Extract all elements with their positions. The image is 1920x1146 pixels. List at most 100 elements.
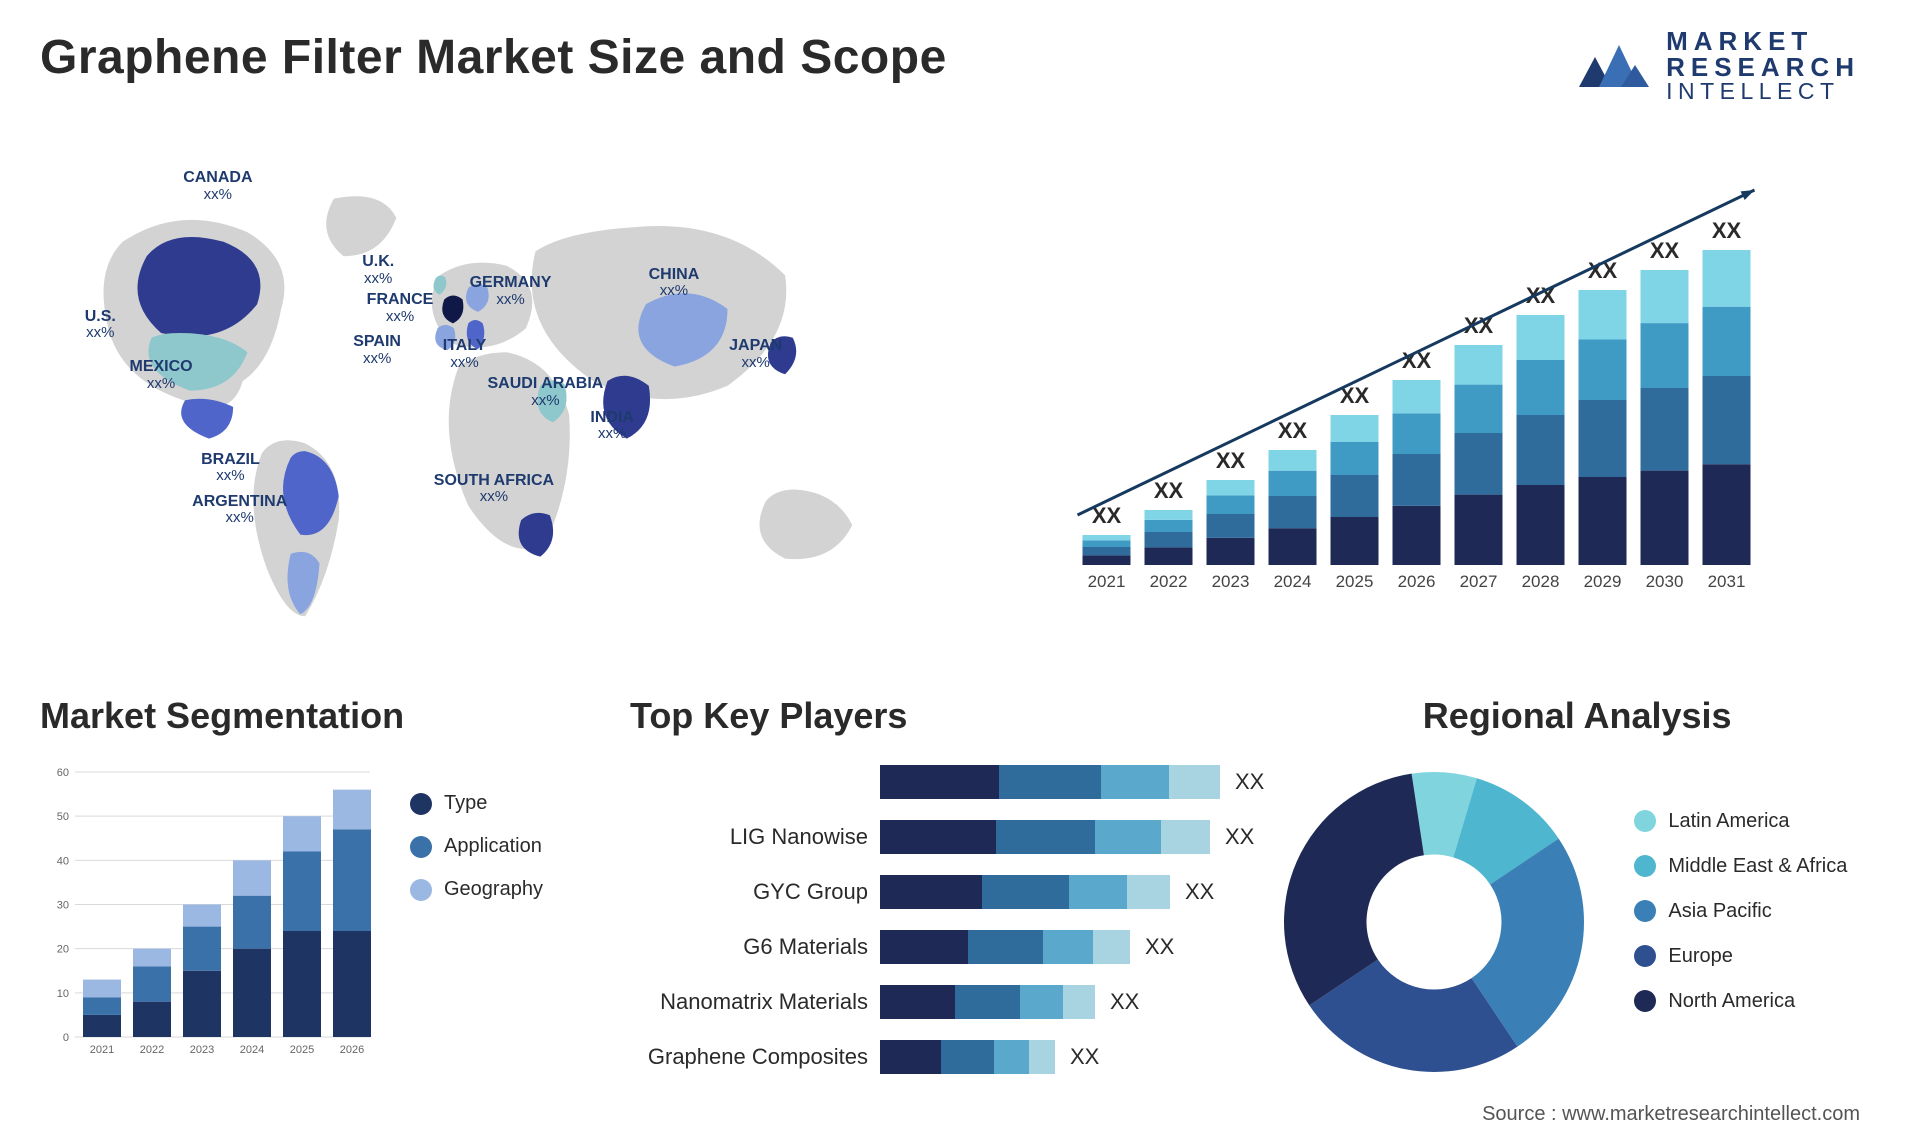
legend-item: Europe	[1634, 945, 1847, 968]
svg-text:2024: 2024	[240, 1044, 264, 1056]
svg-text:20: 20	[57, 944, 69, 956]
legend-item: Latin America	[1634, 810, 1847, 833]
map-country-label: SOUTH AFRICAxx%	[434, 472, 554, 506]
legend-label: Latin America	[1668, 810, 1789, 833]
map-country-label: ITALYxx%	[443, 337, 487, 371]
player-bar	[880, 875, 1170, 909]
svg-text:2023: 2023	[1212, 572, 1250, 591]
svg-text:2023: 2023	[190, 1044, 214, 1056]
svg-text:0: 0	[63, 1032, 69, 1044]
players-title: Top Key Players	[630, 695, 1264, 737]
svg-text:60: 60	[57, 767, 69, 779]
player-label: LIG Nanowise	[630, 824, 880, 850]
svg-text:2024: 2024	[1274, 572, 1312, 591]
map-country-label: INDIAxx%	[590, 409, 634, 443]
players-panel: Top Key Players XXLIG NanowiseXXGYC Grou…	[630, 695, 1264, 1115]
legend-swatch	[410, 836, 432, 858]
player-bar	[880, 985, 1095, 1019]
legend-item: Asia Pacific	[1634, 900, 1847, 923]
svg-text:2027: 2027	[1460, 572, 1498, 591]
svg-text:2025: 2025	[1336, 572, 1374, 591]
legend-swatch	[1634, 945, 1656, 967]
svg-text:2021: 2021	[1088, 572, 1126, 591]
map-country-label: SAUDI ARABIAxx%	[488, 375, 604, 409]
player-row: Graphene Composites XX	[630, 1037, 1264, 1077]
legend-item: Type	[410, 792, 543, 815]
svg-text:XX: XX	[1712, 218, 1742, 243]
player-label: G6 Materials	[630, 934, 880, 960]
player-bar	[880, 765, 1220, 799]
svg-text:40: 40	[57, 855, 69, 867]
map-country-label: FRANCExx%	[367, 291, 434, 325]
player-row: Nanomatrix Materials XX	[630, 982, 1264, 1022]
legend-label: Asia Pacific	[1668, 900, 1771, 923]
player-value: XX	[1110, 989, 1139, 1015]
world-map-panel: CANADAxx% U.S.xx% MEXICOxx% BRAZILxx% ARGENT…	[40, 85, 935, 665]
regional-title: Regional Analysis	[1274, 695, 1880, 737]
legend-label: Type	[444, 792, 487, 815]
svg-text:2031: 2031	[1708, 572, 1746, 591]
map-country-label: JAPANxx%	[729, 337, 782, 371]
segmentation-bar-chart: 0 10 20 30 40 50 60 2021 2022 2023 2024 2025 2026	[40, 762, 380, 1062]
brand-logo-line1: MARKET	[1666, 28, 1860, 54]
regional-legend: Latin America Middle East & Africa Asia Pa…	[1634, 810, 1847, 1035]
segmentation-legend: Type Application Geography	[410, 762, 543, 1062]
legend-swatch	[1634, 810, 1656, 832]
map-country-label: CHINAxx%	[649, 266, 700, 300]
svg-text:XX: XX	[1278, 418, 1308, 443]
player-bar	[880, 1040, 1055, 1074]
map-country-label: U.K.xx%	[362, 253, 394, 287]
svg-text:10: 10	[57, 988, 69, 1000]
regional-panel: Regional Analysis Latin America Middle Ea…	[1274, 695, 1880, 1115]
legend-label: Europe	[1668, 945, 1733, 968]
map-country-label: ARGENTINAxx%	[192, 493, 287, 527]
player-row: LIG NanowiseXX	[630, 817, 1264, 857]
svg-text:2030: 2030	[1646, 572, 1684, 591]
svg-text:2026: 2026	[340, 1044, 364, 1056]
legend-swatch	[410, 879, 432, 901]
player-label: Nanomatrix Materials	[630, 989, 880, 1015]
player-value: XX	[1070, 1044, 1099, 1070]
legend-item: Geography	[410, 878, 543, 901]
legend-item: Application	[410, 835, 543, 858]
svg-text:2025: 2025	[290, 1044, 314, 1056]
legend-swatch	[1634, 990, 1656, 1012]
map-country-label: GERMANYxx%	[470, 274, 552, 308]
svg-text:2021: 2021	[90, 1044, 114, 1056]
player-label: GYC Group	[630, 879, 880, 905]
growth-chart-panel: 2021XX2022XX2023XX2024XX2025XX2026XX2027…	[985, 85, 1880, 665]
legend-item: North America	[1634, 990, 1847, 1013]
source-attribution: Source : www.marketresearchintellect.com	[1482, 1103, 1860, 1126]
legend-swatch	[1634, 900, 1656, 922]
player-bar	[880, 930, 1130, 964]
svg-text:30: 30	[57, 900, 69, 912]
player-row: XX	[630, 762, 1264, 802]
player-value: XX	[1185, 879, 1214, 905]
map-country-label: U.S.xx%	[85, 308, 116, 342]
map-country-label: SPAINxx%	[353, 333, 401, 367]
regional-donut-chart	[1274, 762, 1594, 1082]
map-country-label: BRAZILxx%	[201, 451, 260, 485]
legend-item: Middle East & Africa	[1634, 855, 1847, 878]
player-label: Graphene Composites	[630, 1044, 880, 1070]
growth-bar-chart: 2021XX2022XX2023XX2024XX2025XX2026XX2027…	[985, 125, 1880, 645]
player-value: XX	[1235, 769, 1264, 795]
svg-text:2022: 2022	[140, 1044, 164, 1056]
player-value: XX	[1145, 934, 1174, 960]
legend-swatch	[1634, 855, 1656, 877]
legend-label: North America	[1668, 990, 1795, 1013]
svg-text:XX: XX	[1216, 448, 1246, 473]
svg-text:2028: 2028	[1522, 572, 1560, 591]
svg-text:50: 50	[57, 811, 69, 823]
map-country-label: CANADAxx%	[183, 169, 252, 203]
svg-text:XX: XX	[1154, 478, 1184, 503]
svg-text:2029: 2029	[1584, 572, 1622, 591]
player-row: G6 Materials XX	[630, 927, 1264, 967]
brand-logo-line2: RESEARCH	[1666, 54, 1860, 80]
segmentation-panel: Market Segmentation 0 10 20 30 40 50 60 2021 202…	[40, 695, 620, 1115]
segmentation-title: Market Segmentation	[40, 695, 620, 737]
svg-text:2022: 2022	[1150, 572, 1188, 591]
legend-label: Application	[444, 835, 542, 858]
map-country-label: MEXICOxx%	[130, 358, 193, 392]
player-row: GYC Group XX	[630, 872, 1264, 912]
